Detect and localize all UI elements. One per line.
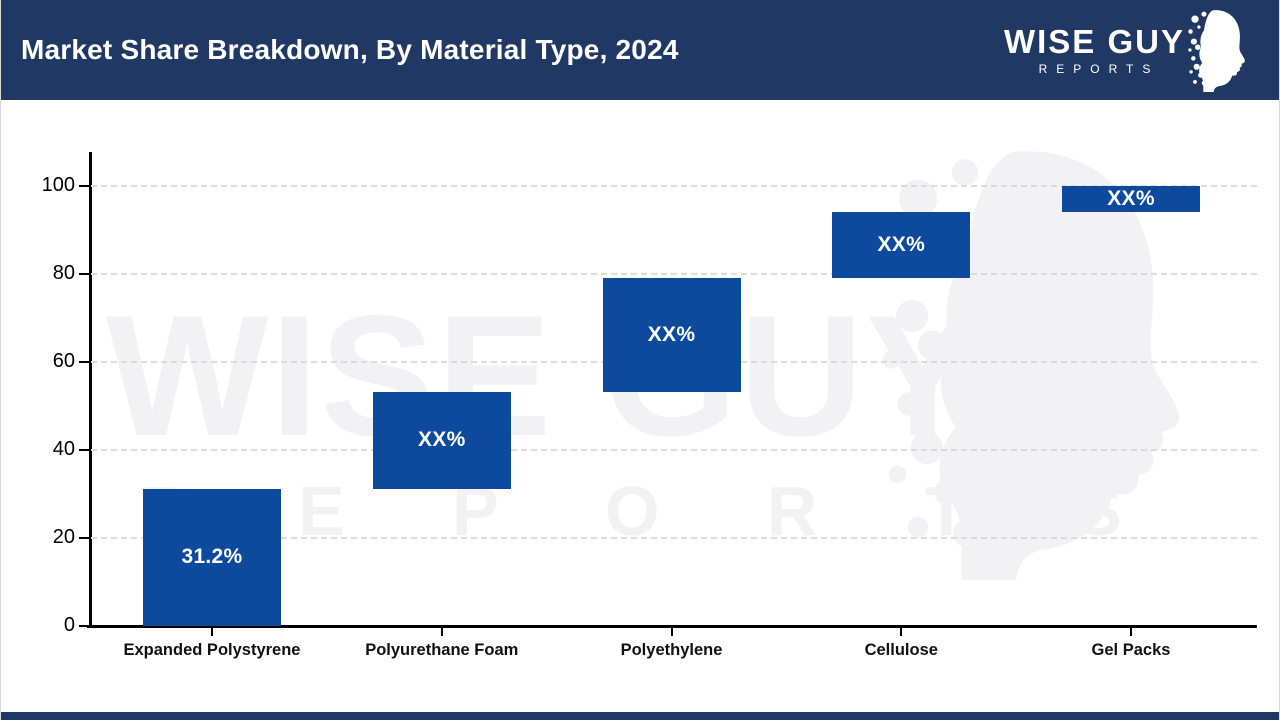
bar-value-label: XX% bbox=[1107, 186, 1155, 210]
bar-value-label: XX% bbox=[877, 232, 926, 256]
x-axis-category-label: Polyethylene bbox=[620, 641, 723, 659]
bar-segment: XX% bbox=[832, 211, 971, 278]
x-axis-line bbox=[87, 625, 1257, 628]
y-tick-label: 80 bbox=[52, 262, 75, 285]
x-tick-4 bbox=[900, 627, 903, 636]
y-tick-60 bbox=[79, 361, 89, 363]
y-tick-label: 100 bbox=[41, 174, 75, 197]
x-tick-1 bbox=[211, 627, 213, 636]
dotted-head-profile-icon bbox=[1188, 10, 1245, 92]
gridline-y-40 bbox=[91, 449, 1257, 451]
y-tick-80 bbox=[79, 273, 89, 275]
bar-value-label: XX% bbox=[417, 428, 466, 452]
bar-segment: 31.2% bbox=[143, 488, 281, 626]
gridline-y-80 bbox=[91, 273, 1257, 275]
y-tick-label: 60 bbox=[52, 350, 75, 373]
bar-segment: XX% bbox=[1062, 186, 1200, 212]
bar-value-label: XX% bbox=[647, 322, 696, 346]
gridline-y-20 bbox=[91, 537, 1257, 539]
y-tick-40 bbox=[79, 449, 89, 451]
y-tick-20 bbox=[79, 537, 89, 539]
y-tick-label: 40 bbox=[52, 438, 75, 461]
footer-bar bbox=[1, 712, 1279, 720]
y-tick-label: 20 bbox=[52, 526, 75, 549]
header-bar: Market Share Breakdown, By Material Type… bbox=[1, 0, 1279, 100]
page-title: Market Share Breakdown, By Material Type… bbox=[21, 34, 679, 65]
x-axis-category-label: Expanded Polystyrene bbox=[123, 641, 301, 659]
logo-text: WISE GUY REPORTS bbox=[1004, 25, 1185, 76]
y-tick-label: 0 bbox=[63, 614, 75, 637]
x-tick-5 bbox=[1130, 627, 1132, 636]
x-axis-category-label: Polyurethane Foam bbox=[365, 641, 519, 659]
gridline-y-100 bbox=[91, 185, 1257, 187]
logo-wordmark: WISE GUY bbox=[1003, 22, 1185, 60]
logo-subtitle: REPORTS bbox=[1038, 61, 1160, 76]
x-axis-category-label: Gel Packs bbox=[1091, 641, 1171, 659]
bar-segment: XX% bbox=[372, 391, 511, 489]
y-tick-0 bbox=[79, 625, 89, 627]
y-tick-100 bbox=[79, 185, 89, 187]
bar-segment: XX% bbox=[602, 277, 741, 392]
y-axis-line bbox=[89, 152, 92, 627]
x-tick-3 bbox=[670, 627, 673, 636]
bar-value-label: 31.2% bbox=[181, 545, 243, 569]
x-axis-category-label: Cellulose bbox=[864, 641, 938, 659]
wise-guy-reports-logo: WISE GUY REPORTS bbox=[1004, 8, 1255, 92]
x-tick-2 bbox=[440, 627, 443, 636]
